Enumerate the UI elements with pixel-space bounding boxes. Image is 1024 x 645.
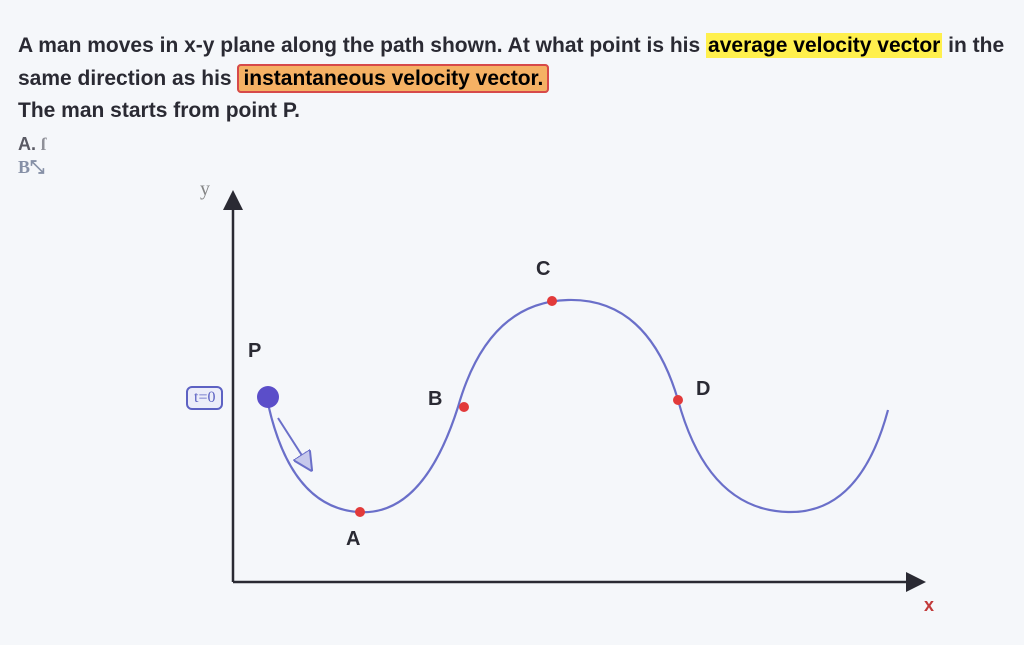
option-a: A. ſ bbox=[18, 134, 1006, 155]
point-label-C: C bbox=[536, 258, 550, 281]
q-line3: The man starts from point P. bbox=[18, 99, 300, 122]
option-b: B⤡ bbox=[18, 157, 1006, 178]
motion-diagram: y x t=0 PABCD bbox=[148, 182, 928, 612]
point-label-B: B bbox=[428, 388, 442, 411]
question-block: A man moves in x-y plane along the path … bbox=[18, 30, 1006, 128]
answer-options: A. ſ B⤡ bbox=[18, 134, 1006, 178]
point-label-D: D bbox=[696, 378, 710, 401]
scribble-a: ſ bbox=[41, 134, 46, 154]
t-zero-label: t=0 bbox=[186, 386, 223, 410]
diagram-svg bbox=[148, 182, 928, 612]
x-axis-label: x bbox=[924, 595, 934, 616]
q-part1: A man moves in x-y plane along the path … bbox=[18, 34, 706, 57]
point-label-P: P bbox=[248, 340, 261, 363]
highlight-inst-velocity: instantaneous velocity vector. bbox=[237, 64, 549, 93]
highlight-avg-velocity: average velocity vector bbox=[706, 33, 942, 58]
point-label-A: A bbox=[346, 528, 360, 551]
